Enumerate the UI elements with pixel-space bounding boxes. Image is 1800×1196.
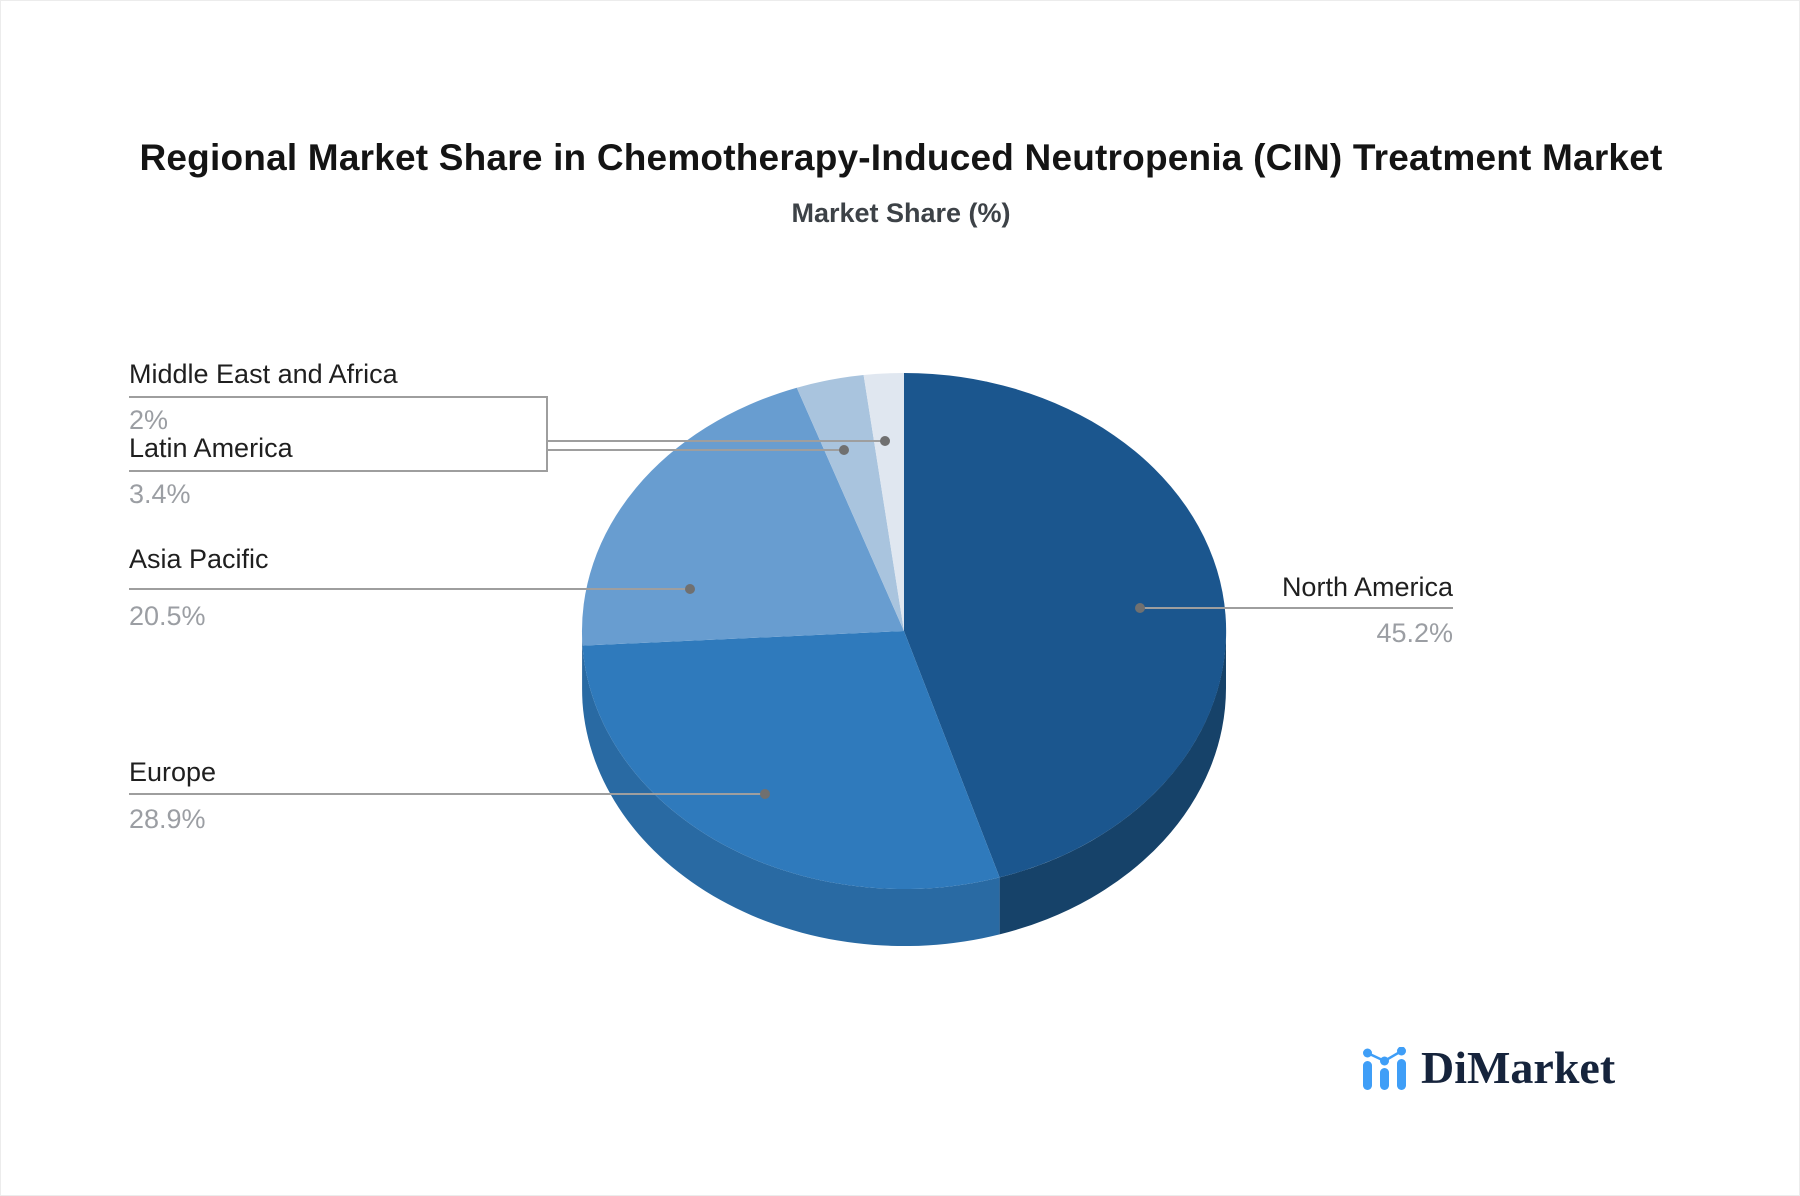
chart-subtitle: Market Share (%) bbox=[791, 198, 1011, 228]
pie-slice-asia-pacific[interactable] bbox=[581, 387, 904, 646]
callout-value-north-america: 45.2% bbox=[1376, 618, 1453, 648]
pie-slices bbox=[581, 372, 1227, 947]
callout-dot-europe bbox=[760, 789, 770, 799]
callout-value-europe: 28.9% bbox=[129, 804, 206, 834]
dimarket-logo: DiMarket bbox=[1361, 1039, 1615, 1097]
pie-slice-middle-east-and-africa[interactable] bbox=[863, 372, 904, 631]
pie-slice-europe[interactable] bbox=[582, 631, 1000, 890]
callout-value-latin-america: 3.4% bbox=[129, 479, 191, 509]
callout-label-middle-east-and-africa: Middle East and Africa bbox=[129, 359, 398, 389]
callout-label-europe: Europe bbox=[129, 757, 217, 787]
callout-dots bbox=[685, 436, 1145, 799]
pie-slice-latin-america[interactable] bbox=[796, 375, 904, 631]
bar-line-chart-icon bbox=[1363, 1046, 1406, 1090]
callout-label-latin-america: Latin America bbox=[129, 433, 293, 463]
callout-connectors bbox=[129, 396, 1453, 795]
callout-label-asia-pacific: Asia Pacific bbox=[129, 544, 269, 574]
pie-slice-north-america[interactable] bbox=[904, 372, 1227, 878]
chart-title: Regional Market Share in Chemotherapy-In… bbox=[139, 137, 1663, 178]
callout-dot-asia-pacific bbox=[685, 584, 695, 594]
callout-dot-latin-america bbox=[839, 445, 849, 455]
callout-label-north-america: North America bbox=[1281, 572, 1453, 602]
pie-slice-side-asia-pacific bbox=[581, 631, 583, 703]
callout-dot-north-america bbox=[1135, 603, 1145, 613]
pie-slice-side-north-america bbox=[999, 631, 1226, 935]
pie-slice-side-europe bbox=[582, 645, 1000, 947]
callout-dot-middle-east-and-africa bbox=[880, 436, 890, 446]
callout-value-asia-pacific: 20.5% bbox=[129, 601, 206, 631]
logo-text: DiMarket bbox=[1421, 1042, 1616, 1093]
callout-bracket-mea-la bbox=[129, 396, 548, 472]
callout-value-middle-east-and-africa: 2% bbox=[129, 405, 169, 435]
